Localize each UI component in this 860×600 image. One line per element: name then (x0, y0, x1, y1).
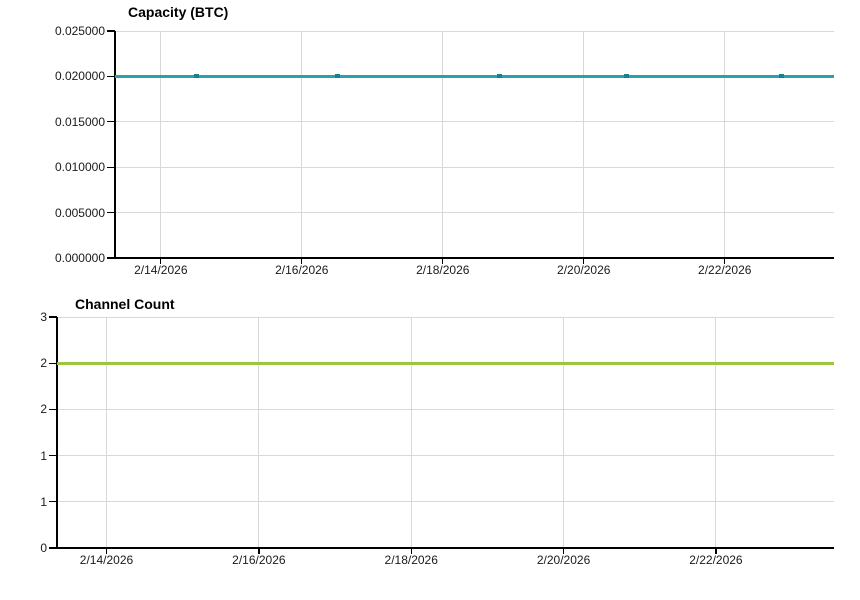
y-axis-tick (107, 257, 115, 259)
y-tick-label: 0.000000 (54, 251, 105, 265)
x-tick-label: 2/18/2026 (384, 553, 438, 567)
y-axis-tick (49, 362, 57, 364)
channel-count-chart-title: Channel Count (75, 296, 175, 312)
x-axis-tick (410, 548, 412, 554)
y-axis-tick (107, 30, 115, 32)
y-axis-tick (49, 547, 57, 549)
capacity-plot-area: 2/14/2026 2/16/2026 2/18/2026 2/20/2026 2/22… (55, 24, 834, 277)
series-line-channel-count (57, 361, 834, 365)
y-tick-label: 1 (40, 448, 47, 463)
y-axis-tick (107, 166, 115, 168)
v-gridline (442, 31, 444, 258)
x-tick-label: 2/16/2026 (232, 553, 286, 567)
x-axis-tick (301, 258, 303, 264)
capacity-chart-title: Capacity (BTC) (128, 4, 229, 20)
x-axis-tick (724, 258, 726, 264)
series-line-capacity (115, 74, 834, 78)
y-tick-label: 2 (40, 356, 47, 371)
x-tick-label: 2/14/2026 (134, 263, 188, 277)
h-gridline (115, 166, 834, 168)
y-axis-tick (49, 316, 57, 318)
y-axis-tick (107, 75, 115, 78)
v-gridline (301, 31, 303, 258)
x-tick-label: 2/22/2026 (698, 263, 752, 277)
y-axis-tick (107, 211, 115, 214)
x-tick-label: 2/18/2026 (416, 263, 470, 277)
y-axis-line (56, 317, 58, 548)
x-tick-label: 2/16/2026 (275, 263, 329, 277)
x-tick-label: 2/22/2026 (689, 553, 743, 567)
y-tick-label: 0.020000 (54, 69, 105, 84)
y-tick-label: 0.005000 (54, 205, 105, 220)
v-gridline (258, 317, 260, 548)
y-tick-label: 0.010000 (54, 160, 105, 175)
y-axis-tick (107, 121, 115, 123)
h-gridline (57, 455, 834, 457)
y-tick-label: 0.015000 (54, 114, 105, 129)
y-axis-line (114, 31, 116, 258)
v-gridline (583, 31, 585, 258)
h-gridline (57, 316, 834, 318)
x-axis-line (114, 257, 834, 259)
x-axis-tick (583, 258, 585, 264)
h-gridline (115, 30, 834, 32)
x-tick-label: 2/20/2026 (536, 553, 591, 567)
v-gridline (410, 317, 412, 548)
h-gridline (57, 501, 834, 503)
x-axis-line (56, 547, 834, 549)
h-gridline (57, 408, 834, 410)
y-tick-label: 3 (40, 310, 47, 324)
y-tick-label: 2 (40, 402, 47, 417)
v-gridline (715, 317, 717, 548)
h-gridline (115, 121, 834, 123)
x-axis-tick (258, 548, 260, 554)
data-point-marker (778, 74, 784, 79)
x-axis-tick (562, 548, 565, 554)
v-gridline (160, 31, 162, 258)
x-tick-label: 2/14/2026 (79, 553, 134, 567)
y-tick-label: 1 (40, 494, 47, 509)
x-axis-tick (442, 258, 444, 264)
y-axis-tick (49, 454, 57, 457)
data-point-marker (334, 74, 340, 79)
y-axis-tick (49, 501, 57, 503)
x-axis-tick (715, 548, 717, 554)
channel-count-plot-area: 2/14/2026 2/16/2026 2/18/2026 2/20/2026 2/22… (40, 310, 834, 567)
y-tick-label: 0.025000 (54, 24, 105, 38)
y-axis-tick (49, 408, 57, 411)
x-axis-tick (160, 258, 162, 264)
x-axis-tick (105, 548, 108, 554)
data-point-marker (496, 74, 502, 79)
v-gridline (106, 317, 107, 548)
x-tick-label: 2/20/2026 (557, 263, 611, 277)
v-gridline (563, 317, 565, 548)
data-point-marker (623, 74, 629, 79)
v-gridline (724, 31, 726, 258)
y-tick-label: 0 (40, 541, 47, 555)
data-point-marker (193, 74, 199, 79)
h-gridline (115, 212, 834, 214)
